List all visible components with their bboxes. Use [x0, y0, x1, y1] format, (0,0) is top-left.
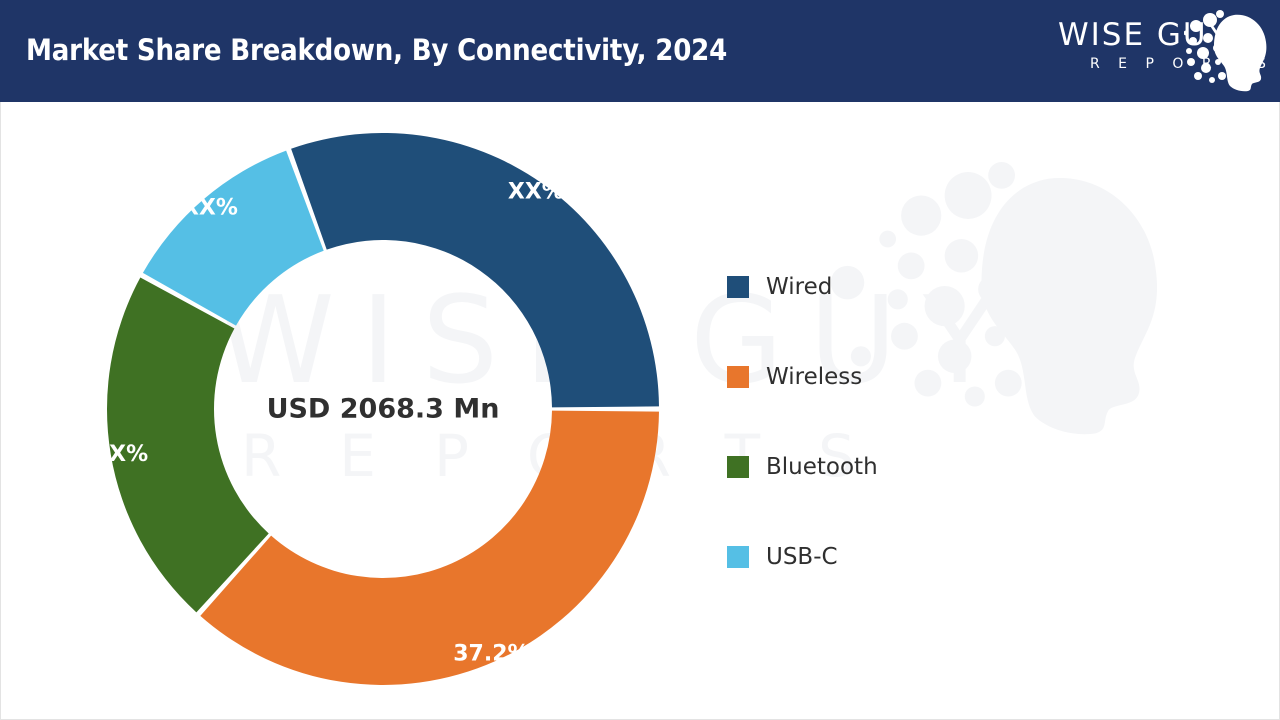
donut-chart-svg: XX% 37.2% XX% XX%	[92, 132, 659, 685]
legend-swatch-usbc	[727, 546, 749, 568]
chart-legend: Wired Wireless Bluetooth USB-C	[727, 242, 1007, 602]
wiseguy-logo: WISE GUY R E P O R T S	[1052, 6, 1272, 96]
dotted-head-icon	[1184, 10, 1267, 92]
page-title: Market Share Breakdown, By Connectivity,…	[26, 33, 728, 67]
donut-slice-usb-c[interactable]	[142, 150, 324, 326]
donut-slice-label-bluetooth: XX%	[92, 442, 148, 467]
legend-swatch-bluetooth	[727, 456, 749, 478]
legend-swatch-wireless	[727, 366, 749, 388]
donut-slice-wired[interactable]	[291, 132, 659, 408]
legend-label-bluetooth: Bluetooth	[766, 454, 878, 480]
donut-center-label: USD 2068.3 Mn	[266, 393, 500, 425]
legend-label-wireless: Wireless	[766, 364, 863, 390]
legend-swatch-wired	[727, 276, 749, 298]
header-bar: Market Share Breakdown, By Connectivity,…	[0, 0, 1280, 102]
legend-item-wired[interactable]: Wired	[727, 242, 1007, 332]
legend-item-usbc[interactable]: USB-C	[727, 512, 1007, 602]
donut-slice-wireless[interactable]	[200, 410, 659, 685]
donut-slice-label-usb-c: XX%	[182, 195, 238, 220]
donut-slice-label-wireless: 37.2%	[453, 641, 529, 666]
donut-slice-label-wired: XX%	[508, 180, 564, 205]
legend-label-usbc: USB-C	[766, 544, 838, 570]
donut-chart: XX% 37.2% XX% XX% USD 2068.3 Mn	[1, 102, 761, 719]
legend-item-wireless[interactable]: Wireless	[727, 332, 1007, 422]
legend-item-bluetooth[interactable]: Bluetooth	[727, 422, 1007, 512]
legend-label-wired: Wired	[766, 274, 833, 300]
donut-slice-bluetooth[interactable]	[106, 277, 269, 613]
